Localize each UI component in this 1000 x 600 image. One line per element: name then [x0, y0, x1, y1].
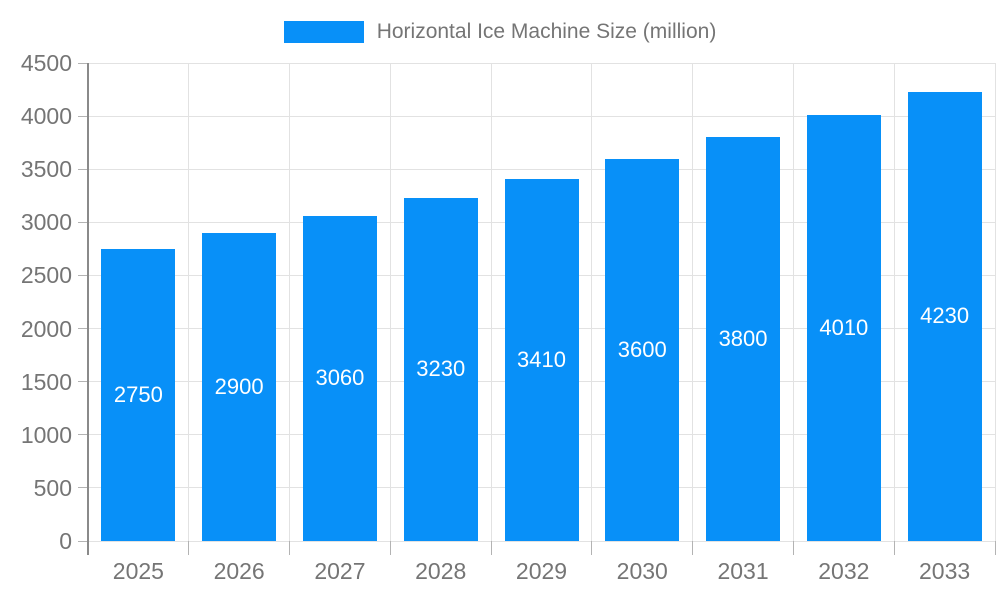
y-axis-line	[87, 63, 89, 555]
v-gridline	[893, 63, 895, 541]
bar-value-label: 2900	[214, 373, 264, 399]
h-gridline	[88, 115, 995, 117]
y-axis-label: 500	[33, 474, 72, 501]
x-tick	[893, 541, 895, 555]
v-gridline	[692, 63, 694, 541]
x-axis-label: 2030	[616, 558, 668, 584]
bar-value-label: 3600	[617, 336, 667, 362]
x-tick	[289, 541, 291, 555]
v-gridline	[490, 63, 492, 541]
bar[interactable]	[504, 178, 579, 541]
v-gridline	[591, 63, 593, 541]
bar-value-label: 3060	[315, 365, 365, 391]
x-tick	[490, 541, 492, 555]
y-tick	[78, 62, 88, 64]
v-gridline	[994, 63, 996, 541]
y-tick	[78, 328, 88, 330]
bar-value-label: 3800	[718, 326, 768, 352]
bar[interactable]	[907, 91, 982, 541]
y-axis-label: 2000	[20, 315, 72, 342]
y-tick	[78, 487, 88, 489]
bar[interactable]	[806, 115, 881, 541]
x-axis-label: 2031	[717, 558, 769, 584]
v-gridline	[289, 63, 291, 541]
x-axis-label: 2025	[112, 558, 164, 584]
bar-value-label: 4230	[920, 303, 970, 329]
y-tick	[78, 540, 88, 542]
x-tick	[692, 541, 694, 555]
x-axis-label: 2028	[415, 558, 467, 584]
bar[interactable]	[202, 232, 277, 541]
y-axis-label: 3000	[20, 209, 72, 236]
x-axis-label: 2026	[213, 558, 265, 584]
bar[interactable]	[101, 248, 176, 541]
bar[interactable]	[706, 137, 781, 541]
y-tick	[78, 115, 88, 117]
x-tick	[389, 541, 391, 555]
v-gridline	[792, 63, 794, 541]
bar-value-label: 4010	[819, 315, 869, 341]
legend-item[interactable]: Horizontal Ice Machine Size (million)	[0, 20, 1000, 44]
x-tick	[792, 541, 794, 555]
x-axis-label: 2027	[314, 558, 366, 584]
bar[interactable]	[605, 158, 680, 541]
y-axis-label: 2500	[20, 262, 72, 289]
v-gridline	[389, 63, 391, 541]
x-axis-label: 2029	[515, 558, 568, 584]
legend-swatch-icon	[283, 21, 364, 43]
bar[interactable]	[403, 197, 478, 541]
bar[interactable]	[302, 215, 377, 541]
x-tick	[994, 541, 996, 555]
x-axis-label: 2032	[818, 558, 870, 584]
h-gridline	[88, 168, 995, 170]
x-tick	[591, 541, 593, 555]
y-axis-label: 4500	[20, 50, 72, 76]
v-gridline	[188, 63, 190, 541]
h-gridline	[88, 62, 995, 64]
legend-label: Horizontal Ice Machine Size (million)	[376, 20, 717, 43]
bar-value-label: 3410	[517, 346, 566, 372]
x-tick	[188, 541, 190, 555]
y-axis-label: 0	[59, 528, 72, 554]
y-tick	[78, 221, 88, 223]
y-axis-label: 1500	[20, 368, 72, 395]
y-axis-label: 1000	[20, 421, 72, 448]
y-tick	[78, 434, 88, 436]
bar-value-label: 2750	[113, 381, 163, 407]
y-axis-label: 4000	[20, 103, 72, 130]
y-tick	[78, 274, 88, 276]
x-axis-label: 2033	[919, 558, 971, 584]
h-gridline	[88, 540, 995, 542]
bar-value-label: 3230	[416, 356, 466, 382]
y-axis-label: 3500	[20, 156, 72, 183]
y-tick	[78, 168, 88, 170]
y-tick	[78, 381, 88, 383]
